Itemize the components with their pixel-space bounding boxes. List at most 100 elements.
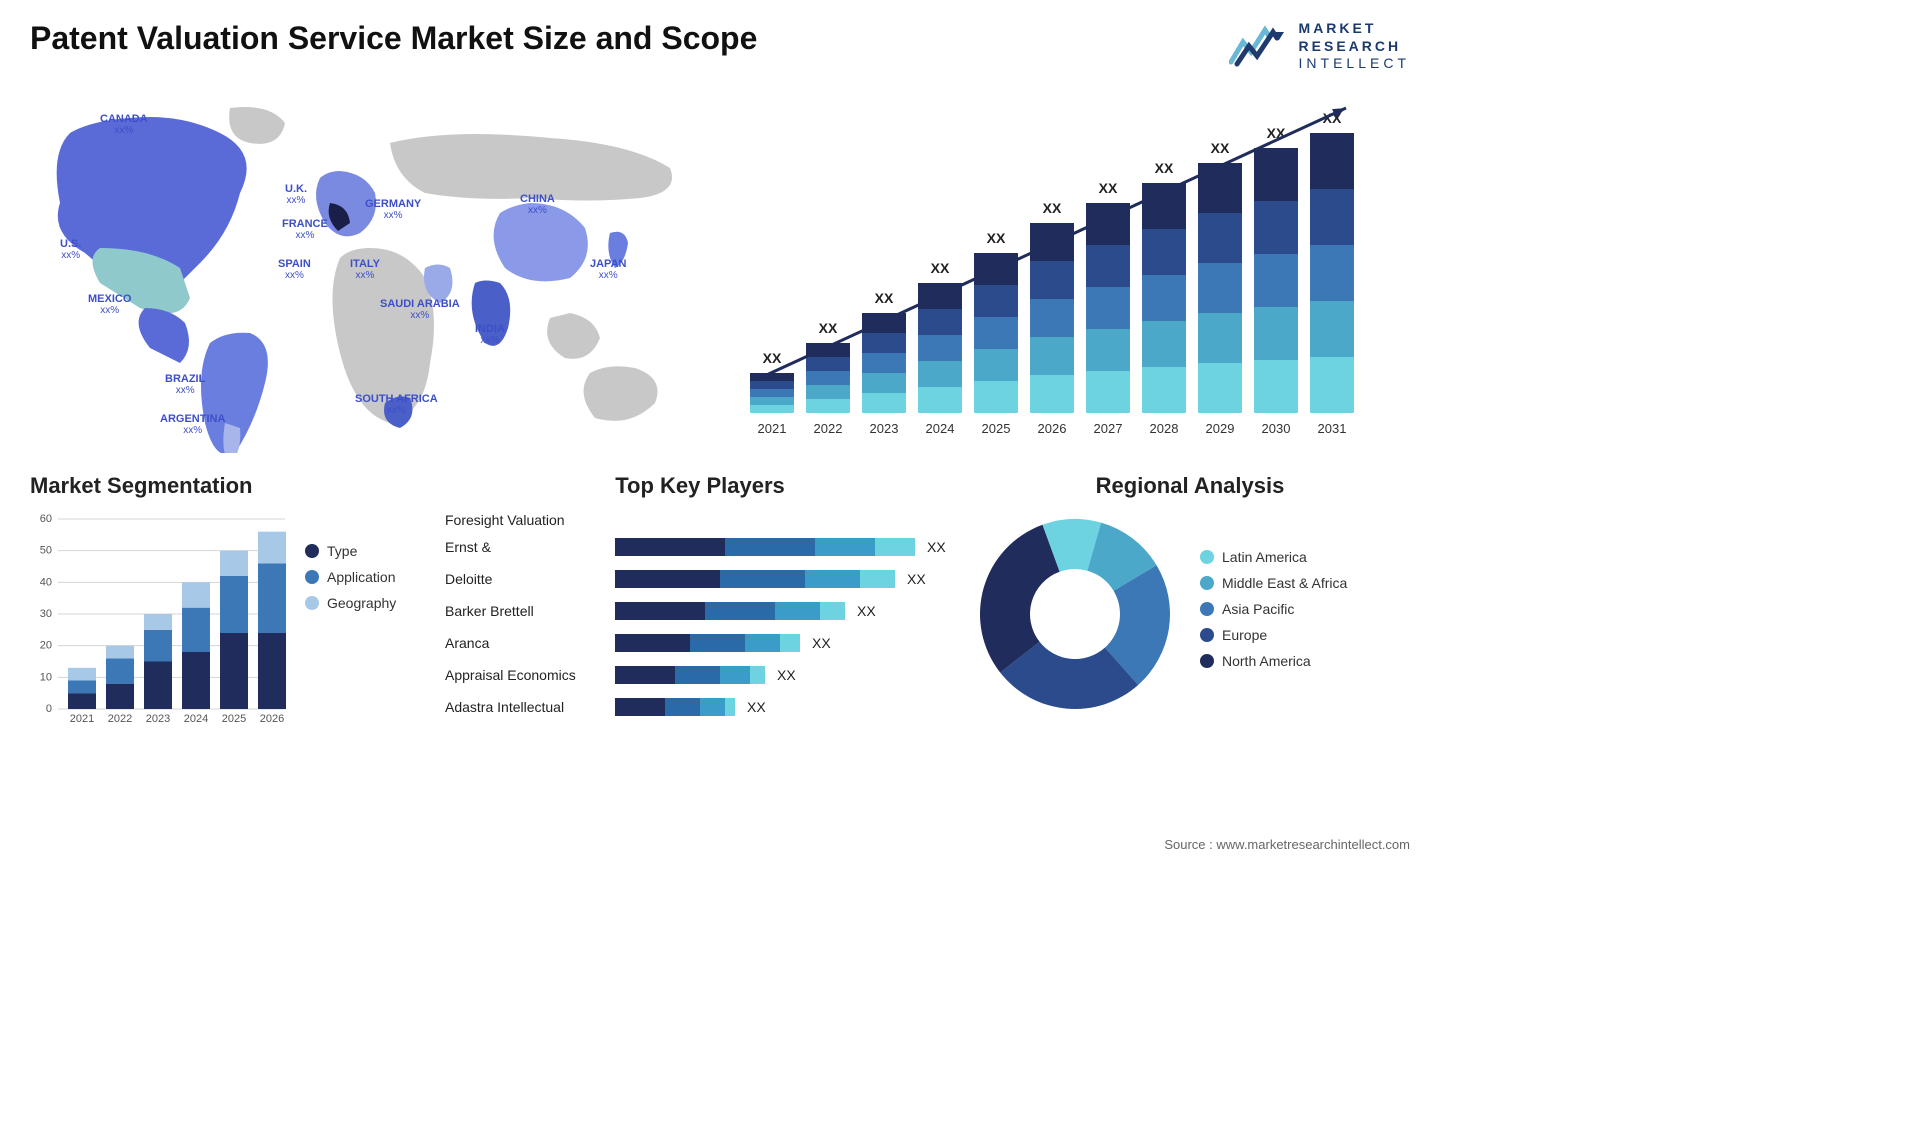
player-bar-seg — [615, 602, 705, 620]
seg-bar-seg — [106, 645, 134, 658]
player-value: XX — [747, 699, 766, 715]
player-bar — [615, 698, 735, 716]
growth-bar-seg — [1198, 313, 1242, 363]
player-bar-seg — [860, 570, 895, 588]
players-title: Top Key Players — [445, 473, 955, 499]
player-value: XX — [777, 667, 796, 683]
growth-bar-seg — [1030, 299, 1074, 337]
growth-bar-seg — [1254, 148, 1298, 201]
growth-bar-seg — [862, 313, 906, 333]
legend-label: Latin America — [1222, 549, 1307, 565]
growth-bar-seg — [1142, 229, 1186, 275]
seg-xlabel: 2022 — [108, 713, 132, 725]
seg-bar-seg — [106, 658, 134, 683]
regional-legend-item: North America — [1200, 653, 1347, 669]
player-bar-seg — [805, 570, 860, 588]
player-label: Deloitte — [445, 571, 615, 587]
growth-bar-seg — [750, 397, 794, 405]
logo-icon — [1229, 24, 1289, 68]
legend-label: Middle East & Africa — [1222, 575, 1347, 591]
player-bar-seg — [615, 634, 690, 652]
growth-bar-seg — [1198, 213, 1242, 263]
growth-bar-seg — [806, 385, 850, 399]
growth-bar-seg — [1254, 201, 1298, 254]
growth-bar-seg — [862, 333, 906, 353]
player-bar — [615, 666, 765, 684]
player-bar-seg — [690, 634, 745, 652]
seg-ytick: 20 — [40, 639, 52, 651]
growth-bar-seg — [1198, 263, 1242, 313]
growth-year-label: 2025 — [982, 421, 1011, 436]
legend-dot — [1200, 576, 1214, 590]
player-value: XX — [927, 539, 946, 555]
player-label: Ernst & — [445, 539, 615, 555]
seg-ytick: 40 — [40, 576, 52, 588]
legend-dot — [1200, 628, 1214, 642]
map-label: U.K.xx% — [285, 183, 307, 206]
growth-bar-seg — [750, 405, 794, 413]
legend-label: North America — [1222, 653, 1311, 669]
seg-bar-seg — [68, 693, 96, 709]
map-label: SPAINxx% — [278, 258, 311, 281]
growth-bar-seg — [1086, 245, 1130, 287]
map-label: INDIAxx% — [475, 323, 505, 346]
growth-bar-seg — [1310, 245, 1354, 301]
seg-bar-seg — [144, 629, 172, 661]
seg-bar-seg — [258, 633, 286, 709]
player-value: XX — [857, 603, 876, 619]
legend-dot — [305, 544, 319, 558]
map-label: SOUTH AFRICAxx% — [355, 393, 438, 416]
growth-bar-seg — [806, 371, 850, 385]
growth-bar-seg — [1030, 337, 1074, 375]
growth-year-label: 2028 — [1150, 421, 1179, 436]
player-label: Appraisal Economics — [445, 667, 615, 683]
seg-xlabel: 2023 — [146, 713, 170, 725]
map-label: GERMANYxx% — [365, 198, 421, 221]
player-bar-seg — [700, 698, 725, 716]
brand-logo: MARKET RESEARCH INTELLECT — [1229, 20, 1410, 73]
growth-bar-value: XX — [875, 290, 894, 306]
growth-bar-seg — [750, 373, 794, 381]
seg-xlabel: 2026 — [260, 713, 284, 725]
logo-line3: INTELLECT — [1299, 55, 1410, 73]
growth-bar-seg — [1198, 363, 1242, 413]
player-bar-seg — [615, 538, 725, 556]
growth-year-label: 2030 — [1262, 421, 1291, 436]
player-row: Deloitte XX — [445, 565, 955, 593]
growth-bar-value: XX — [1099, 180, 1118, 196]
regional-legend-item: Latin America — [1200, 549, 1347, 565]
legend-dot — [305, 570, 319, 584]
map-label: BRAZILxx% — [165, 373, 205, 396]
player-bar-seg — [615, 698, 665, 716]
seg-bar-seg — [68, 680, 96, 693]
page-title: Patent Valuation Service Market Size and… — [30, 20, 757, 57]
map-label: FRANCExx% — [282, 218, 328, 241]
player-bar — [615, 634, 800, 652]
legend-dot — [1200, 550, 1214, 564]
player-label: Adastra Intellectual — [445, 699, 615, 715]
growth-bar-seg — [1086, 329, 1130, 371]
growth-bar-seg — [974, 285, 1018, 317]
logo-line1: MARKET — [1299, 20, 1410, 38]
map-label: CHINAxx% — [520, 193, 555, 216]
map-label: ITALYxx% — [350, 258, 380, 281]
growth-bar-value: XX — [1043, 200, 1062, 216]
player-value: XX — [907, 571, 926, 587]
growth-bar-value: XX — [987, 230, 1006, 246]
growth-bar-seg — [1254, 307, 1298, 360]
growth-bar-seg — [1142, 321, 1186, 367]
seg-ytick: 0 — [46, 703, 52, 715]
seg-legend-item: Geography — [305, 595, 396, 611]
regional-legend-item: Asia Pacific — [1200, 601, 1347, 617]
player-label: Barker Brettell — [445, 603, 615, 619]
player-value: XX — [812, 635, 831, 651]
seg-bar-seg — [182, 582, 210, 607]
player-bar-seg — [745, 634, 780, 652]
map-label: MEXICOxx% — [88, 293, 131, 316]
seg-bar-seg — [68, 667, 96, 680]
growth-bar-seg — [918, 361, 962, 387]
seg-bar-seg — [144, 614, 172, 630]
seg-xlabel: 2025 — [222, 713, 246, 725]
growth-bar-seg — [1086, 371, 1130, 413]
regional-title: Regional Analysis — [970, 473, 1410, 499]
